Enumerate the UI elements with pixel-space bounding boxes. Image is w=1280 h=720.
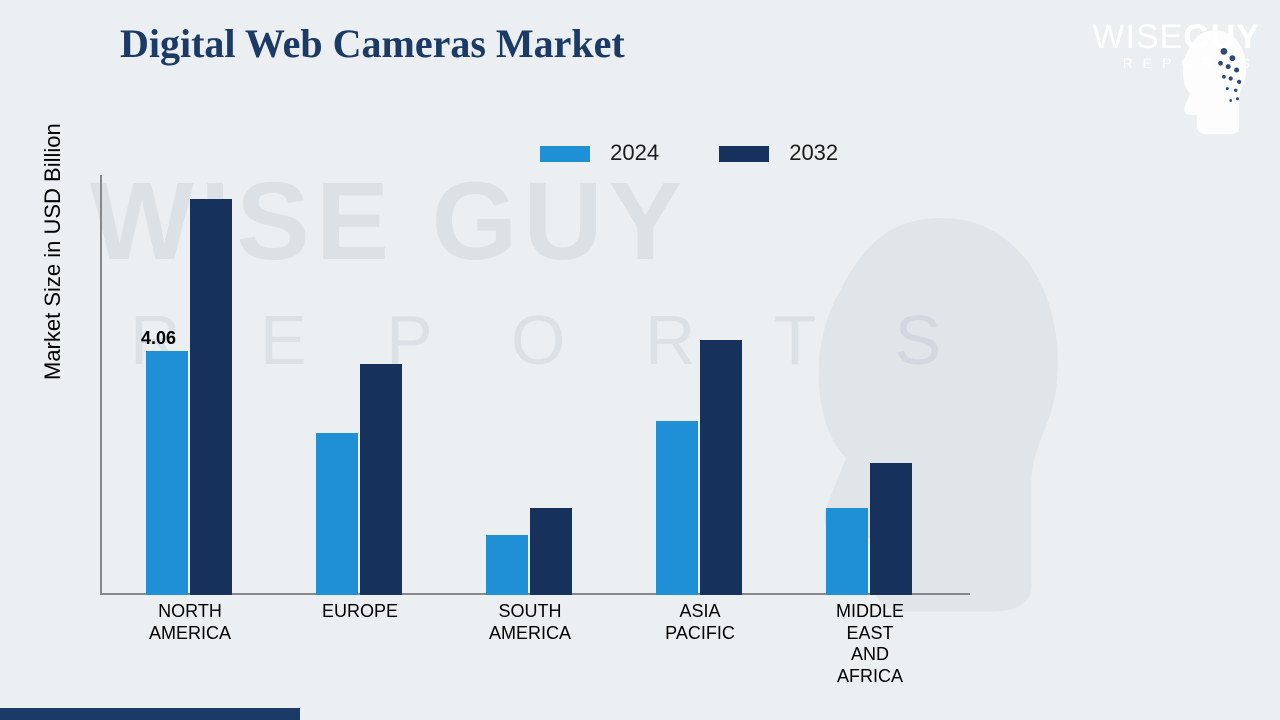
legend-item-2024: 2024 — [540, 140, 659, 166]
logo-head-icon — [1162, 26, 1252, 136]
category-label: EUROPE — [280, 595, 440, 623]
bar-series-a — [146, 351, 188, 595]
category-label: ASIAPACIFIC — [620, 595, 780, 644]
legend: 2024 2032 — [540, 140, 838, 166]
category-label: SOUTHAMERICA — [450, 595, 610, 644]
bar-group: MIDDLEEASTANDAFRICA — [800, 175, 940, 595]
bar-series-b — [190, 199, 232, 595]
bar-group: 4.06NORTHAMERICA — [120, 175, 260, 595]
bar-series-b — [530, 508, 572, 595]
chart-title: Digital Web Cameras Market — [120, 20, 625, 67]
category-label: MIDDLEEASTANDAFRICA — [790, 595, 950, 687]
legend-label-a: 2024 — [610, 140, 659, 165]
legend-label-b: 2032 — [789, 140, 838, 165]
legend-swatch-b — [719, 146, 769, 162]
bar-series-a — [486, 535, 528, 595]
legend-item-2032: 2032 — [719, 140, 838, 166]
y-axis-label: Market Size in USD Billion — [40, 123, 66, 380]
bar-series-b — [360, 364, 402, 595]
bar-group: EUROPE — [290, 175, 430, 595]
legend-swatch-a — [540, 146, 590, 162]
bar-group: ASIAPACIFIC — [630, 175, 770, 595]
bar-chart: 4.06NORTHAMERICAEUROPESOUTHAMERICAASIAPA… — [100, 175, 970, 595]
bar-series-b — [870, 463, 912, 595]
bar-group: SOUTHAMERICA — [460, 175, 600, 595]
bottom-accent-strip — [0, 708, 300, 720]
bar-value-label: 4.06 — [120, 328, 176, 349]
y-axis-line — [100, 175, 102, 595]
bar-series-a — [826, 508, 868, 595]
brand-logo: WISEGUY REPORTS — [1092, 18, 1260, 71]
bar-series-a — [316, 433, 358, 595]
stage: Digital Web Cameras Market WISE GUY R E … — [0, 0, 1280, 720]
bar-series-a — [656, 421, 698, 595]
bar-series-b — [700, 340, 742, 595]
category-label: NORTHAMERICA — [110, 595, 270, 644]
